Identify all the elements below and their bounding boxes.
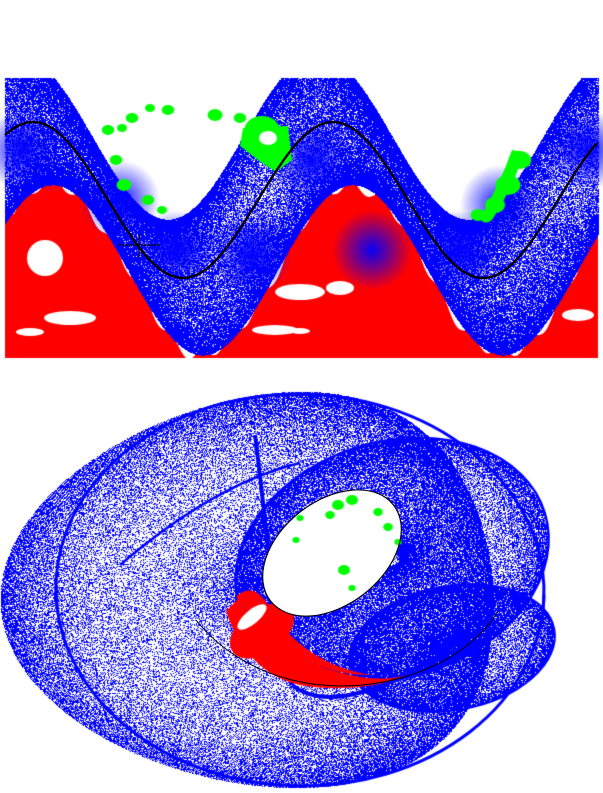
globe-horizon-curve (195, 610, 499, 687)
bottom-panel-stipple-canvas (0, 385, 603, 793)
reference-cross-marker (118, 234, 160, 258)
panel-equirectangular-projection (0, 60, 603, 360)
bottom-panel-overlay (195, 489, 499, 687)
separatrix-curve (4, 120, 598, 280)
top-panel-stipple-canvas (0, 60, 603, 360)
inner-horizon-ellipse (262, 489, 402, 617)
top-panel-overlay (4, 120, 598, 280)
panel-oblique-sphere-projection (0, 385, 603, 793)
